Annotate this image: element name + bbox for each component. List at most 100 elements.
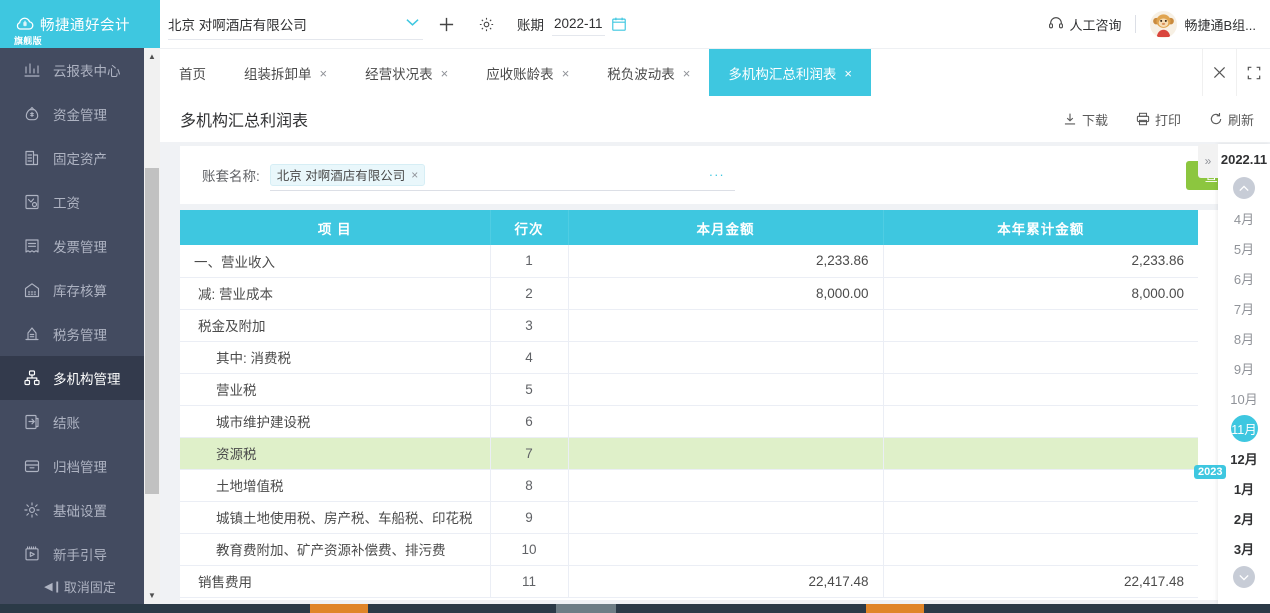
table-row[interactable]: 营业税 5	[180, 373, 1198, 406]
month-panel: » 2022.11 4月 5月 6月 7月 8月 9月 10月 11月 12月 2023 1月 2月 3…	[1194, 144, 1270, 604]
payroll-icon	[22, 192, 42, 212]
selected-account-chip[interactable]: 北京 对啊酒店有限公司 ×	[269, 163, 426, 186]
tab-label: 经营状况表	[365, 67, 433, 82]
month-item-12月[interactable]: 12月	[1218, 443, 1270, 473]
chevron-down-icon[interactable]	[406, 18, 419, 30]
table-row[interactable]: 城镇土地使用税、房产税、车船税、印花税 9	[180, 501, 1198, 534]
month-item-2月[interactable]: 2月	[1218, 503, 1270, 533]
month-label: 6月	[1233, 271, 1255, 287]
month-label: 7月	[1233, 301, 1255, 317]
tab-close-icon[interactable]: ×	[682, 65, 691, 81]
sidebar-item-新手引导[interactable]: 新手引导	[0, 532, 160, 568]
cell-month-amount	[567, 437, 883, 470]
month-scroll-up-icon[interactable]	[1233, 177, 1255, 199]
sidebar-item-资金管理[interactable]: 资金管理	[0, 92, 160, 136]
sidebar-scroll-thumb[interactable]	[145, 168, 159, 494]
tab-组装拆卸单[interactable]: 组装拆卸单 ×	[225, 49, 346, 97]
month-item-1月[interactable]: 2023 1月	[1194, 465, 1270, 503]
tab-税负波动表[interactable]: 税负波动表 ×	[588, 49, 709, 97]
tab-label: 多机构汇总利润表	[728, 67, 837, 82]
sidebar-item-label: 新手引导	[53, 548, 107, 563]
sidebar-item-库存核算[interactable]: 库存核算	[0, 268, 160, 312]
company-selector[interactable]: 北京 对啊酒店有限公司	[168, 8, 423, 40]
table-row[interactable]: 税金及附加 3	[180, 309, 1198, 342]
warehouse-icon	[22, 280, 42, 300]
tab-首页[interactable]: 首页	[160, 49, 225, 97]
cell-year-amount	[882, 341, 1198, 374]
invoice-icon	[22, 236, 42, 256]
add-company-button[interactable]	[429, 7, 463, 41]
sidebar-scroll-down-icon[interactable]: ▼	[148, 591, 156, 600]
tab-多机构汇总利润表[interactable]: 多机构汇总利润表 ×	[709, 49, 871, 97]
sidebar-collapse-toggle[interactable]: ◀❙ 取消固定	[0, 568, 160, 604]
table-row[interactable]: 土地增值税 8	[180, 469, 1198, 502]
sidebar-item-工资[interactable]: 工资	[0, 180, 160, 224]
month-item-4月[interactable]: 4月	[1218, 203, 1270, 233]
print-button[interactable]: 打印	[1136, 110, 1181, 129]
table-row[interactable]: 销售费用 11 22,417.48 22,417.48	[180, 565, 1198, 598]
select-more-icon[interactable]: ···	[708, 167, 725, 182]
table-row[interactable]: 减: 营业成本 2 8,000.00 8,000.00	[180, 277, 1198, 310]
tab-label: 组装拆卸单	[244, 67, 312, 82]
taskbar-item[interactable]	[866, 604, 924, 613]
sidebar-item-固定资产[interactable]: 固定资产	[0, 136, 160, 180]
month-item-10月[interactable]: 10月	[1218, 383, 1270, 413]
sidebar-item-发票管理[interactable]: 发票管理	[0, 224, 160, 268]
user-menu[interactable]: 畅捷通B组...	[1150, 10, 1256, 38]
month-item-5月[interactable]: 5月	[1218, 233, 1270, 263]
chart-icon	[22, 60, 42, 80]
cell-year-amount: 2,233.86	[882, 245, 1198, 278]
chip-remove-icon[interactable]: ×	[411, 167, 419, 182]
period-value[interactable]: 2022-11	[552, 12, 605, 36]
tab-经营状况表[interactable]: 经营状况表 ×	[346, 49, 467, 97]
tab-close-icon[interactable]: ×	[440, 65, 449, 81]
month-item-3月[interactable]: 3月	[1218, 533, 1270, 563]
cloud-logo-icon	[14, 13, 36, 35]
tab-close-icon[interactable]: ×	[844, 65, 852, 81]
sidebar-item-归档管理[interactable]: 归档管理	[0, 444, 160, 488]
close-icon[interactable]	[1202, 49, 1236, 96]
calendar-icon[interactable]	[611, 16, 627, 32]
taskbar-item[interactable]	[556, 604, 616, 613]
tab-close-icon[interactable]: ×	[561, 65, 570, 81]
tab-close-icon[interactable]: ×	[319, 65, 328, 81]
table-row[interactable]: 教育费附加、矿产资源补偿费、排污费 10	[180, 533, 1198, 566]
sidebar-item-云报表中心[interactable]: 云报表中心	[0, 48, 160, 92]
sidebar-item-label: 税务管理	[53, 328, 107, 343]
sidebar-item-税务管理[interactable]: 税务管理	[0, 312, 160, 356]
month-item-11月[interactable]: 11月	[1218, 413, 1270, 443]
table-row[interactable]: 一、营业收入 1 2,233.86 2,233.86	[180, 245, 1198, 278]
month-panel-toggle[interactable]: »	[1198, 144, 1218, 178]
print-icon	[1136, 112, 1150, 126]
month-item-6月[interactable]: 6月	[1218, 263, 1270, 293]
table-row[interactable]: 资源税 7	[180, 437, 1198, 470]
sidebar-scrollbar[interactable]: ▲ ▼	[144, 48, 160, 604]
sidebar-item-结账[interactable]: 结账	[0, 400, 160, 444]
download-button[interactable]: 下载	[1063, 110, 1108, 129]
sidebar-item-多机构管理[interactable]: 多机构管理	[0, 356, 160, 400]
tab-label: 首页	[179, 67, 206, 82]
table-row[interactable]: 城市维护建设税 6	[180, 405, 1198, 438]
report-table: 项 目行次 本月金额 本年累计金额 一、营业收入 1 2,233.86 2,233.86 减…	[180, 210, 1198, 598]
sidebar-item-基础设置[interactable]: 基础设置	[0, 488, 160, 532]
sidebar-item-label: 基础设置	[53, 504, 107, 519]
month-label: 10月	[1230, 391, 1258, 407]
tab-应收账龄表[interactable]: 应收账龄表 ×	[467, 49, 588, 97]
sidebar-scroll-up-icon[interactable]: ▲	[148, 52, 156, 61]
month-item-9月[interactable]: 9月	[1218, 353, 1270, 383]
brand-logo[interactable]: 畅捷通好会计 旗舰版	[0, 0, 160, 48]
cell-line-no: 2	[489, 277, 568, 310]
download-label: 下载	[1081, 112, 1108, 128]
month-scroll-down-icon[interactable]	[1233, 566, 1255, 588]
fullscreen-icon[interactable]	[1236, 49, 1270, 96]
refresh-button[interactable]: 刷新	[1209, 110, 1254, 129]
month-label: 4月	[1233, 211, 1255, 227]
account-set-select[interactable]: 北京 对啊酒店有限公司 × ···	[269, 159, 735, 191]
settings-gear-button[interactable]	[469, 7, 503, 41]
taskbar-item[interactable]	[310, 604, 368, 613]
month-item-7月[interactable]: 7月	[1218, 293, 1270, 323]
table-row[interactable]: 其中: 消费税 4	[180, 341, 1198, 374]
month-item-8月[interactable]: 8月	[1218, 323, 1270, 353]
consult-button[interactable]: 人工咨询	[1048, 15, 1121, 34]
cell-month-amount: 2,233.86	[567, 245, 883, 278]
